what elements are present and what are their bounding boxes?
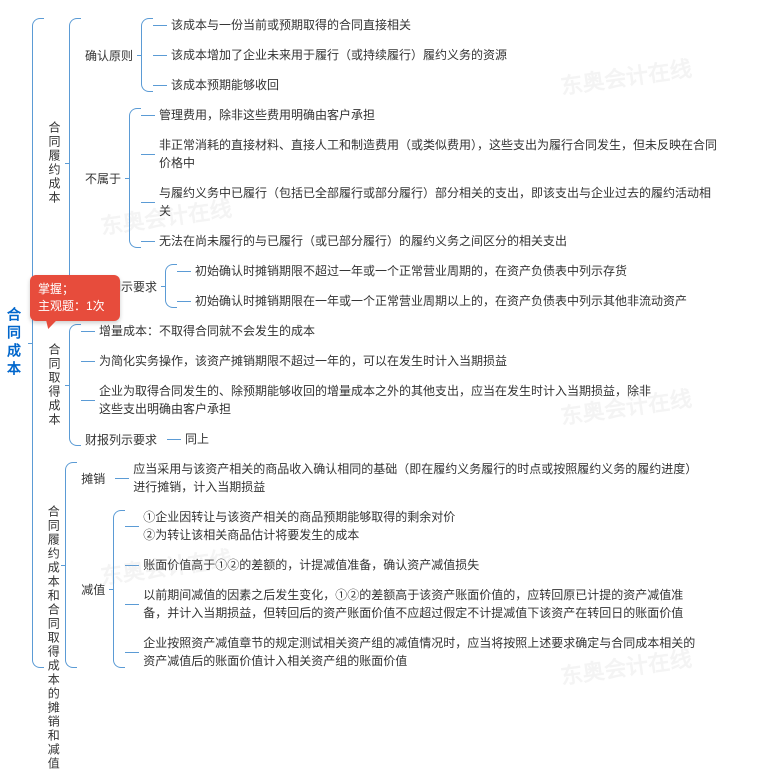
bracket [141,18,153,92]
leaf: 增量成本：不取得合同就不会发生的成本 [81,316,773,346]
branch-3-label: 合同履约成本和合同取得成本的摊销和减值 [44,505,61,625]
leaf-text: 企业为取得合同发生的、除预期能够收回的增量成本之外的其他支出，应当在发生时计入当… [99,382,659,418]
branch-2-1-label: 财报列示要求 [81,431,161,448]
leaf-text: 为简化实务操作，该资产摊销期限不超过一年的，可以在发生时计入当期损益 [99,352,507,370]
branch-3-1: 摊销 应当采用与该资产相关的商品收入确认相同的基础（即在履约义务履行的时点或按照… [77,454,773,502]
leaf-text: ①企业因转让与该资产相关的商品预期能够取得的剩余对价 ②为转让该相关商品估计将要… [143,508,455,544]
leaf: 初始确认时摊销期限不超过一年或一个正常营业周期的，在资产负债表中列示存货 [177,256,773,286]
leaf-text: 企业按照资产减值章节的规定测试相关资产组的减值情况时，应当将按照上述要求确定与合… [143,634,703,670]
leaf-text: 该成本与一份当前或预期取得的合同直接相关 [171,16,411,34]
branch-1-bracket [69,18,81,308]
leaf-text: 初始确认时摊销期限不超过一年或一个正常营业周期的，在资产负债表中列示存货 [195,262,627,280]
leaf-text: 增量成本：不取得合同就不会发生的成本 [99,322,315,340]
leaf: 与履约义务中已履行（包括已全部履行或部分履行）部分相关的支出，即该支出与企业过去… [141,178,773,226]
branch-1: 合同履约成本 确认原则 该成本与一份当前或预期取得的合同直接相关 该成本增加了企… [44,10,773,316]
branch-3: 合同履约成本和合同取得成本的摊销和减值 摊销 应当采用与该资产相关的商品收入确认… [44,454,773,676]
branch-2-1: 财报列示要求 同上 [81,424,773,454]
leaf: 企业按照资产减值章节的规定测试相关资产组的减值情况时，应当将按照上述要求确定与合… [125,628,773,676]
leaf: 该成本预期能够收回 [153,70,773,100]
leaf-text: 管理费用，除非这些费用明确由客户承担 [159,106,375,124]
leaf: ①企业因转让与该资产相关的商品预期能够取得的剩余对价 ②为转让该相关商品估计将要… [125,502,773,550]
leaf: 初始确认时摊销期限在一年或一个正常营业周期以上的，在资产负债表中列示其他非流动资… [177,286,773,316]
leaf: 无法在尚未履行的与已履行（或已部分履行）的履约义务之间区分的相关支出 [141,226,773,256]
leaf-text: 应当采用与该资产相关的商品收入确认相同的基础（即在履约义务履行的时点或按照履约义… [133,460,693,496]
branch-1-3: 财报列示要求 初始确认时摊销期限不超过一年或一个正常营业周期的，在资产负债表中列… [81,256,773,316]
leaf: 以前期间减值的因素之后发生变化，①②的差额高于该资产账面价值的，应转回原已计提的… [125,580,773,628]
leaf-text: 该成本预期能够收回 [171,76,279,94]
leaf: 为简化实务操作，该资产摊销期限不超过一年的，可以在发生时计入当期损益 [81,346,773,376]
branch-1-2: 不属于 管理费用，除非这些费用明确由客户承担 非正常消耗的直接材料、直接人工和制… [81,100,773,256]
root-bracket [32,18,44,668]
mastery-badge: 掌握； 主观题：1次 [30,275,120,321]
leaf: 账面价值高于①②的差额的，计提减值准备，确认资产减值损失 [125,550,773,580]
leaf: 同上 [161,424,209,454]
branch-3-bracket [65,462,77,668]
leaf-text: 以前期间减值的因素之后发生变化，①②的差额高于该资产账面价值的，应转回原已计提的… [143,586,703,622]
leaf-text: 同上 [185,430,209,448]
leaf-text: 初始确认时摊销期限在一年或一个正常营业周期以上的，在资产负债表中列示其他非流动资… [195,292,687,310]
bracket [165,264,177,308]
branch-2-bracket [69,324,81,446]
leaf: 管理费用，除非这些费用明确由客户承担 [141,100,773,130]
bracket [129,108,141,248]
branch-1-1: 确认原则 该成本与一份当前或预期取得的合同直接相关 该成本增加了企业未来用于履行… [81,10,773,100]
leaf-text: 该成本增加了企业未来用于履行（或持续履行）履约义务的资源 [171,46,507,64]
leaf: 该成本增加了企业未来用于履行（或持续履行）履约义务的资源 [153,40,773,70]
bracket [113,510,125,668]
branch-3-1-label: 摊销 [77,470,109,487]
mindmap-root: 合同成本 合同履约成本 确认原则 该成本与一份当前或预期取得的合同直接相关 该成… [0,10,773,676]
leaf: 应当采用与该资产相关的商品收入确认相同的基础（即在履约义务履行的时点或按照履约义… [109,454,693,502]
leaf: 企业为取得合同发生的、除预期能够收回的增量成本之外的其他支出，应当在发生时计入当… [81,376,773,424]
branch-1-label: 合同履约成本 [44,121,65,205]
branch-2: 合同取得成本 增量成本：不取得合同就不会发生的成本 为简化实务操作，该资产摊销期… [44,316,773,454]
leaf-text: 非正常消耗的直接材料、直接人工和制造费用（或类似费用），这些支出为履行合同发生，… [159,136,719,172]
badge-line2: 主观题：1次 [38,298,112,315]
branch-2-label: 合同取得成本 [44,343,65,427]
leaf-text: 账面价值高于①②的差额的，计提减值准备，确认资产减值损失 [143,556,479,574]
branch-3-2-label: 减值 [77,581,109,598]
branch-3-2: 减值 ①企业因转让与该资产相关的商品预期能够取得的剩余对价 ②为转让该相关商品估… [77,502,773,676]
branch-1-2-label: 不属于 [81,170,125,187]
branch-1-1-label: 确认原则 [81,47,137,64]
leaf-text: 无法在尚未履行的与已履行（或已部分履行）的履约义务之间区分的相关支出 [159,232,567,250]
root-label: 合同成本 [0,307,28,379]
badge-line1: 掌握； [38,281,112,298]
leaf-text: 与履约义务中已履行（包括已全部履行或部分履行）部分相关的支出，即该支出与企业过去… [159,184,719,220]
leaf: 该成本与一份当前或预期取得的合同直接相关 [153,10,773,40]
leaf: 非正常消耗的直接材料、直接人工和制造费用（或类似费用），这些支出为履行合同发生，… [141,130,773,178]
